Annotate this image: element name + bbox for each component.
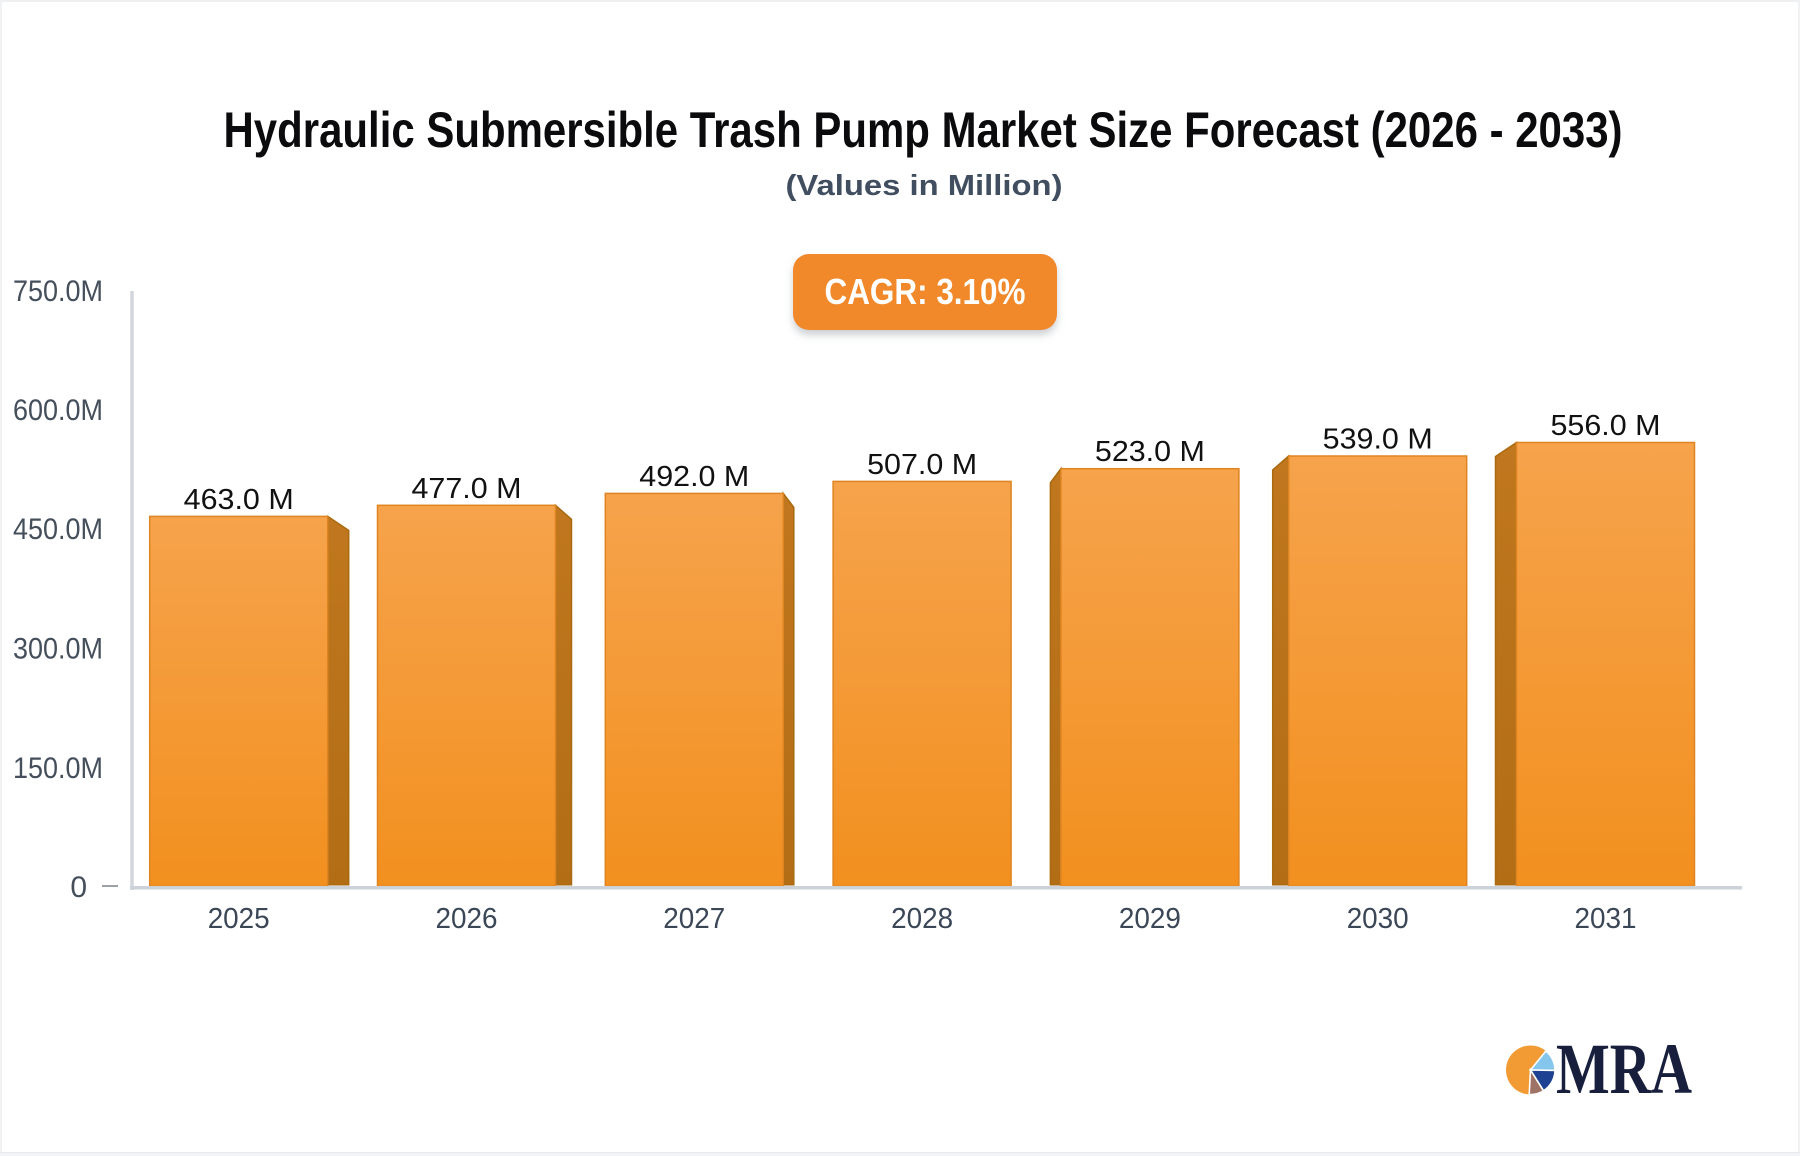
svg-text:477.0 M: 477.0 M	[412, 473, 522, 505]
svg-text:2029: 2029	[1119, 903, 1181, 935]
svg-text:2026: 2026	[436, 903, 498, 935]
svg-text:556.0 M: 556.0 M	[1551, 410, 1661, 442]
svg-text:600.0M: 600.0M	[13, 394, 103, 427]
svg-text:MRA: MRA	[1556, 1029, 1692, 1109]
svg-text:2030: 2030	[1347, 903, 1409, 935]
svg-text:150.0M: 150.0M	[13, 752, 103, 785]
svg-text:2027: 2027	[663, 903, 725, 935]
svg-text:2025: 2025	[208, 903, 270, 935]
svg-text:523.0 M: 523.0 M	[1095, 436, 1205, 468]
svg-text:2031: 2031	[1575, 903, 1637, 935]
svg-text:492.0 M: 492.0 M	[639, 461, 749, 493]
svg-text:Hydraulic Submersible Trash Pu: Hydraulic Submersible Trash Pump Market …	[224, 102, 1623, 158]
svg-text:CAGR: 3.10%: CAGR: 3.10%	[825, 271, 1026, 312]
svg-text:507.0 M: 507.0 M	[867, 449, 977, 481]
svg-text:(Values in Million): (Values in Million)	[786, 170, 1063, 202]
svg-text:2028: 2028	[891, 903, 953, 935]
svg-text:750.0M: 750.0M	[13, 275, 103, 308]
svg-text:539.0 M: 539.0 M	[1323, 424, 1433, 456]
svg-text:300.0M: 300.0M	[13, 633, 103, 666]
svg-text:463.0 M: 463.0 M	[184, 484, 294, 516]
svg-text:0: 0	[70, 871, 87, 904]
svg-text:450.0M: 450.0M	[13, 513, 103, 546]
